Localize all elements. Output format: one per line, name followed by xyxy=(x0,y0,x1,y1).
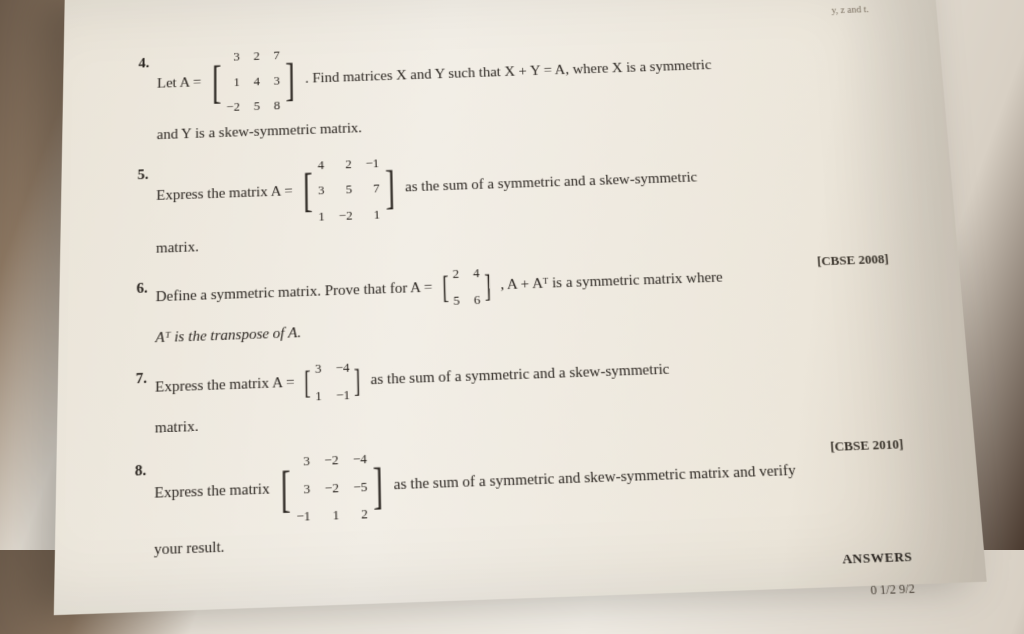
matrix-cells: 3−4 1−1 xyxy=(315,356,350,409)
matrix-a: [ 3−4 1−1 ] xyxy=(302,355,363,409)
problem-number: 8. xyxy=(128,454,147,486)
lead-text: Express the matrix A = xyxy=(156,184,292,204)
problem-number: 6. xyxy=(130,273,148,304)
left-bracket: [ xyxy=(303,173,313,211)
problem-body: Express the matrix [ 3−2−4 3−2−5 −112 ] … xyxy=(154,428,911,566)
problem-4: 4. Let A = [ 327 143 −258 ] . Find matri… xyxy=(131,24,878,150)
matrix-a: [ 24 56 ] xyxy=(440,261,494,314)
matrix-cells: 24 56 xyxy=(452,261,481,313)
cbse-tag: [CBSE 2010] xyxy=(829,432,904,460)
problem-5: 5. Express the matrix A = [ 42−1 357 1−2… xyxy=(130,134,887,263)
text-b: matrix. xyxy=(156,239,199,256)
cbse-tag: [CBSE 2008] xyxy=(816,247,889,274)
left-bracket: [ xyxy=(281,470,291,510)
problem-body: [CBSE 2008] Define a symmetric matrix. P… xyxy=(155,247,894,352)
lead-text: Express the matrix xyxy=(154,481,269,502)
text-b: , A + Aᵀ is a symmetric matrix where xyxy=(500,270,723,294)
problem-body: Express the matrix A = [ 3−4 1−1 ] as th… xyxy=(155,337,901,444)
lead-text: Express the matrix A = xyxy=(155,375,295,396)
problem-number: 5. xyxy=(131,159,149,189)
right-bracket: ] xyxy=(372,466,383,506)
problem-8: 8. Express the matrix [ 3−2−4 3−2−5 −112… xyxy=(127,428,911,567)
problem-body: Let A = [ 327 143 −258 ] . Find matrices… xyxy=(157,24,878,149)
problem-number: 7. xyxy=(129,363,147,395)
problem-number: 4. xyxy=(132,48,150,77)
textbook-page: y, z and t. 4. Let A = [ 327 143 −258 ] … xyxy=(54,0,987,615)
left-bracket: [ xyxy=(442,275,449,301)
text-a: as the sum of a symmetric and a skew-sym… xyxy=(405,170,698,195)
text-b: matrix. xyxy=(155,419,199,437)
text-a: as the sum of a symmetric and a skew-sym… xyxy=(370,362,669,389)
text-a: . Find matrices X and Y such that X + Y … xyxy=(305,58,712,87)
text-c: Aᵀ is the transpose of A. xyxy=(155,325,301,346)
matrix-cells: 3−2−4 3−2−5 −112 xyxy=(296,447,368,531)
lead-text: Let A = xyxy=(157,75,201,92)
matrix-a: [ 3−2−4 3−2−5 −112 ] xyxy=(277,446,386,531)
right-bracket: ] xyxy=(484,274,491,300)
left-bracket: [ xyxy=(212,65,221,102)
left-bracket: [ xyxy=(304,370,311,396)
right-bracket: ] xyxy=(285,62,295,99)
problem-7: 7. Express the matrix A = [ 3−4 1−1 ] as… xyxy=(128,337,901,445)
matrix-cells: 327 143 −258 xyxy=(226,44,280,120)
text-b: and Y is a skew-symmetric matrix. xyxy=(157,121,362,143)
right-bracket: ] xyxy=(384,170,394,208)
problem-6: 6. [CBSE 2008] Define a symmetric matrix… xyxy=(129,247,894,353)
matrix-a: [ 327 143 −258 ] xyxy=(209,43,298,120)
matrix-a: [ 42−1 357 1−21 ] xyxy=(300,151,398,230)
text-a: as the sum of a symmetric and skew-symme… xyxy=(394,465,730,493)
text-a: Define a symmetric matrix. Prove that fo… xyxy=(156,280,433,305)
problem-body: Express the matrix A = [ 42−1 357 1−21 ]… xyxy=(156,134,887,262)
matrix-cells: 42−1 357 1−21 xyxy=(318,151,381,229)
right-bracket: ] xyxy=(354,368,361,394)
